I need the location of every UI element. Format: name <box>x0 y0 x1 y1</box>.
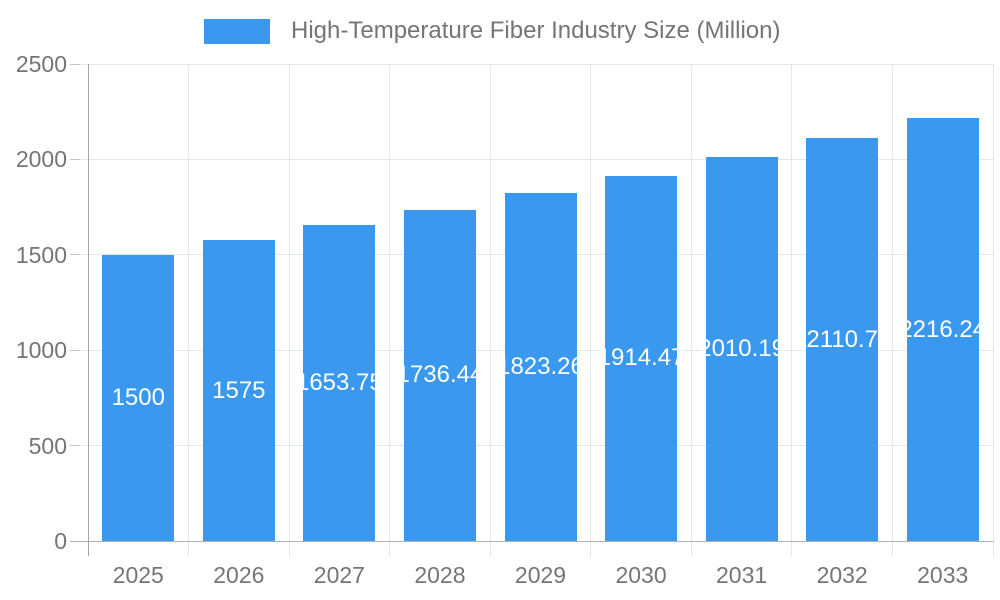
y-axis-tick <box>70 158 80 160</box>
y-axis-tick-label: 0 <box>54 528 67 554</box>
bar-value-label: 1500 <box>111 383 165 411</box>
bar-2030 <box>605 175 678 541</box>
x-axis-tick-label: 2025 <box>112 562 164 588</box>
x-axis-tick-label: 2031 <box>716 562 768 588</box>
bar-2032 <box>806 138 879 541</box>
x-axis-baseline <box>80 540 993 542</box>
y-axis-tick <box>70 349 80 351</box>
y-axis-tick <box>70 254 80 256</box>
bar-2033 <box>906 118 979 541</box>
y-axis-tick <box>70 63 80 65</box>
x-axis-tick-label: 2026 <box>213 562 265 588</box>
x-axis-tick-label: 2032 <box>816 562 868 588</box>
y-axis-tick-label: 1000 <box>15 337 67 364</box>
bar-value-label: 2110.7 <box>806 325 878 353</box>
y-axis-tick-label: 500 <box>28 432 67 459</box>
gridline-vertical <box>690 64 692 556</box>
legend-color-swatch <box>204 18 270 44</box>
gridline-vertical <box>590 64 592 556</box>
gridline-horizontal <box>80 63 993 65</box>
bar-value-label: 1914.47 <box>597 344 685 372</box>
y-axis-tick <box>70 445 80 447</box>
bar-value-label: 2010.19 <box>698 335 785 363</box>
gridline-vertical <box>992 64 994 556</box>
gridline-vertical <box>389 64 391 556</box>
gridline-vertical <box>288 64 290 556</box>
gridline-vertical <box>489 64 491 556</box>
x-axis-tick-label: 2028 <box>414 562 466 588</box>
bar-value-label: 2216.24 <box>899 315 987 343</box>
bar-2029 <box>504 193 577 541</box>
y-axis-tick-label: 2500 <box>15 51 67 77</box>
legend-label: High-Temperature Fiber Industry Size (Mi… <box>291 17 781 44</box>
bar-2025 <box>102 254 175 541</box>
bar-2031 <box>705 157 778 541</box>
x-axis-tick-label: 2033 <box>917 562 969 588</box>
bar-2026 <box>202 240 275 541</box>
gridline-vertical <box>791 64 793 556</box>
y-axis-line <box>87 64 89 556</box>
bar-value-label: 1575 <box>212 376 266 404</box>
x-axis-tick-label: 2030 <box>615 562 667 588</box>
gridline-vertical <box>891 64 893 556</box>
bar-value-label: 1653.75 <box>295 369 383 397</box>
gridline-vertical <box>188 64 190 556</box>
x-axis-tick-label: 2027 <box>313 562 365 588</box>
bar-2027 <box>303 225 376 541</box>
gridline-horizontal <box>80 158 993 160</box>
bar-value-label: 1823.26 <box>497 353 584 381</box>
y-axis-tick-label: 2000 <box>15 146 67 173</box>
chart-legend[interactable]: High-Temperature Fiber Industry Size (Mi… <box>204 17 781 45</box>
bar-value-label: 1736.44 <box>396 361 484 389</box>
bar-2028 <box>403 209 476 541</box>
x-axis-tick-label: 2029 <box>514 562 567 588</box>
y-axis-tick <box>70 540 80 542</box>
y-axis-tick-label: 1500 <box>15 241 67 268</box>
